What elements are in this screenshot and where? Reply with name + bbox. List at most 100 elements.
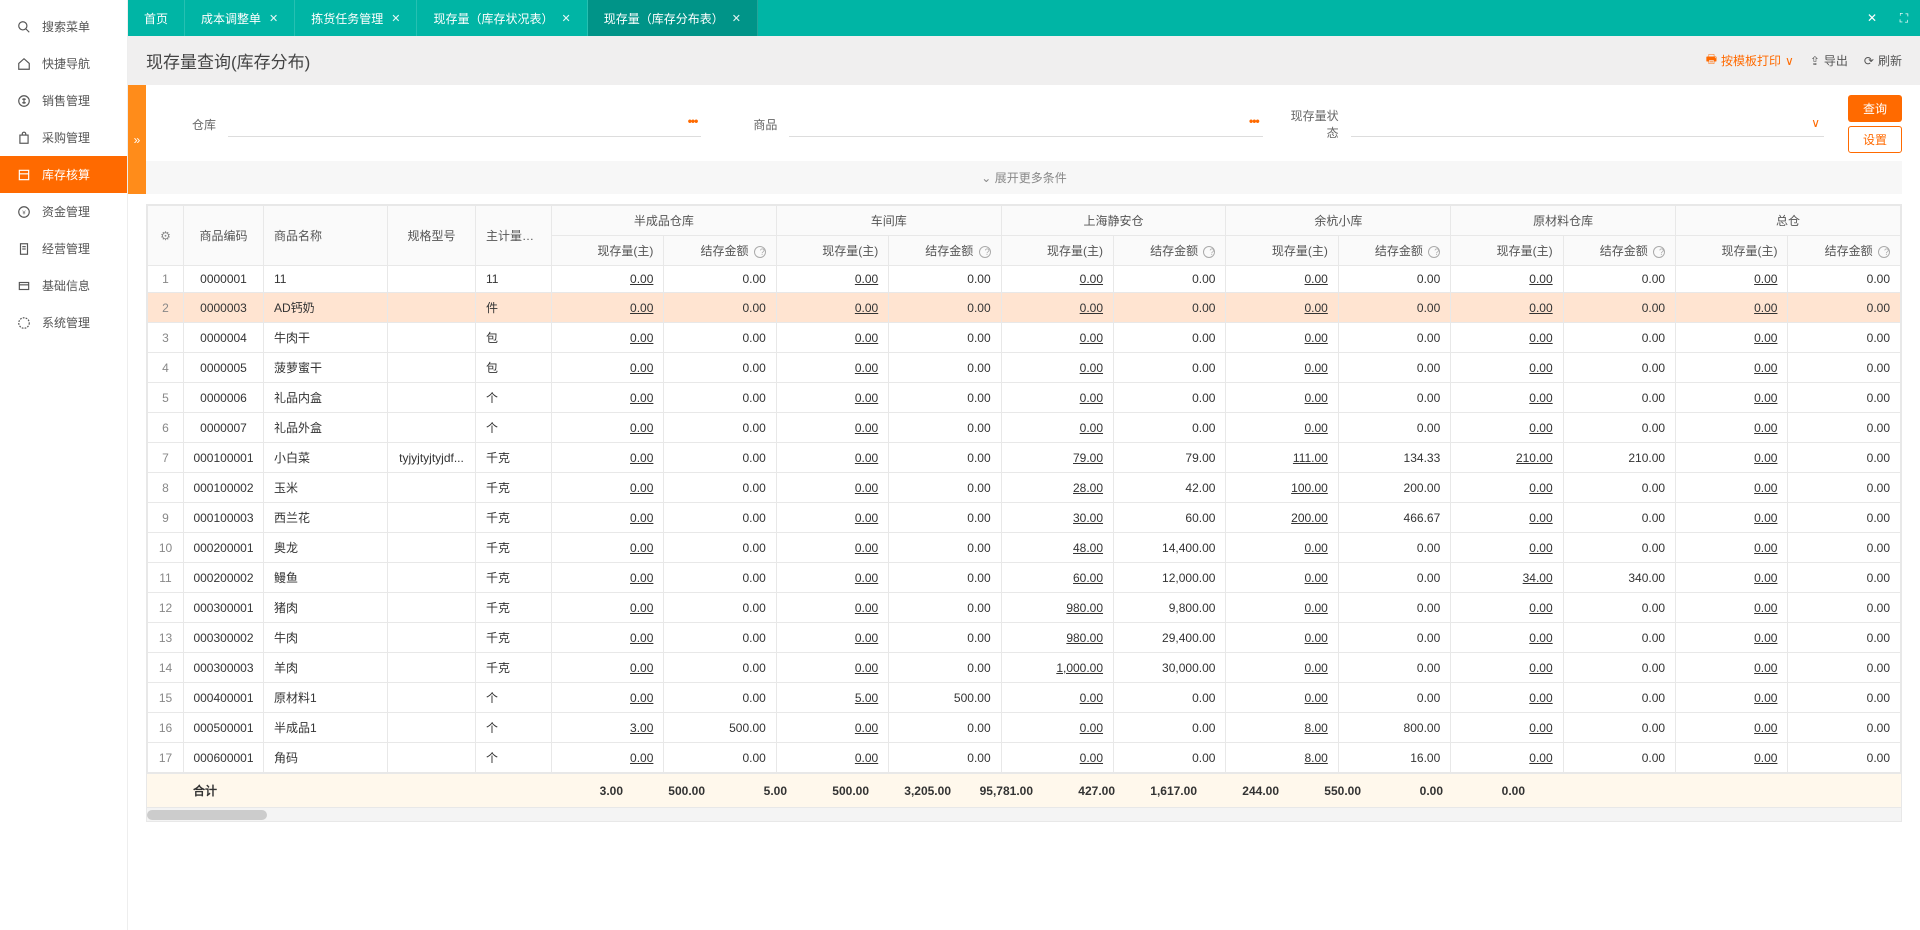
table-row[interactable]: 40000005菠萝蜜干包0.000.000.000.000.000.000.0… [148,353,1901,383]
cell-val[interactable]: 0.00 [776,323,888,353]
cell-val[interactable]: 0.00 [1226,383,1338,413]
cell-val[interactable]: 0.00 [1001,323,1113,353]
table-row[interactable]: 30000004牛肉干包0.000.000.000.000.000.000.00… [148,323,1901,353]
sidebar-item-0[interactable]: 搜索菜单 [0,8,127,45]
cell-val[interactable]: 0.00 [552,533,664,563]
cell-val[interactable]: 0.00 [1226,533,1338,563]
table-row[interactable]: 16000500001半成品1个3.00500.000.000.000.000.… [148,713,1901,743]
query-button[interactable]: 查询 [1848,95,1902,122]
close-icon[interactable]: ✕ [269,12,278,25]
table-row[interactable]: 12000300001猪肉千克0.000.000.000.00980.009,8… [148,593,1901,623]
cell-val[interactable]: 0.00 [1676,563,1788,593]
table-row[interactable]: 8000100002玉米千克0.000.000.000.0028.0042.00… [148,473,1901,503]
cell-val[interactable]: 0.00 [776,353,888,383]
cell-val[interactable]: 0.00 [776,533,888,563]
tab-4[interactable]: 现存量（库存分布表）✕ [588,0,758,36]
cell-val[interactable]: 0.00 [776,266,888,293]
cell-val[interactable]: 0.00 [1676,293,1788,323]
help-icon[interactable]: ? [754,246,766,258]
cell-val[interactable]: 0.00 [1451,293,1563,323]
cell-val[interactable]: 0.00 [1451,353,1563,383]
cell-val[interactable]: 0.00 [552,383,664,413]
table-row[interactable]: 50000006礼品内盒个0.000.000.000.000.000.000.0… [148,383,1901,413]
table-row[interactable]: 14000300003羊肉千克0.000.000.000.001,000.003… [148,653,1901,683]
cell-val[interactable]: 8.00 [1226,713,1338,743]
cell-val[interactable]: 0.00 [1451,383,1563,413]
cell-val[interactable]: 0.00 [1226,266,1338,293]
sidebar-item-2[interactable]: 销售管理 [0,82,127,119]
cell-val[interactable]: 0.00 [776,473,888,503]
cell-val[interactable]: 3.00 [552,713,664,743]
refresh-button[interactable]: ⟳ 刷新 [1864,52,1902,69]
cell-val[interactable]: 0.00 [1001,383,1113,413]
sidebar-item-7[interactable]: 基础信息 [0,267,127,304]
cell-val[interactable]: 0.00 [552,323,664,353]
help-icon[interactable]: ? [1878,246,1890,258]
cell-val[interactable]: 0.00 [776,713,888,743]
cell-val[interactable]: 0.00 [1451,413,1563,443]
tab-2[interactable]: 拣货任务管理✕ [295,0,417,36]
cell-val[interactable]: 100.00 [1226,473,1338,503]
cell-val[interactable]: 0.00 [776,503,888,533]
cell-val[interactable]: 0.00 [1676,653,1788,683]
table-row[interactable]: 7000100001小白菜tyjyjtyjtyjdf...千克0.000.000… [148,443,1901,473]
cell-val[interactable]: 0.00 [776,653,888,683]
cell-val[interactable]: 0.00 [1226,563,1338,593]
cell-val[interactable]: 0.00 [776,593,888,623]
cell-val[interactable]: 0.00 [1001,683,1113,713]
cell-val[interactable]: 0.00 [1676,353,1788,383]
cell-val[interactable]: 0.00 [1451,533,1563,563]
cell-val[interactable]: 0.00 [776,383,888,413]
cell-val[interactable]: 0.00 [1676,623,1788,653]
cell-val[interactable]: 0.00 [1226,653,1338,683]
cell-val[interactable]: 0.00 [1451,503,1563,533]
cell-val[interactable]: 210.00 [1451,443,1563,473]
cell-val[interactable]: 0.00 [776,413,888,443]
export-button[interactable]: ⇪ 导出 [1810,52,1848,69]
table-row[interactable]: 11000200002鳗鱼千克0.000.000.000.0060.0012,0… [148,563,1901,593]
cell-val[interactable]: 0.00 [1676,413,1788,443]
col-gear[interactable]: ⚙ [148,206,184,266]
cell-val[interactable]: 0.00 [1001,413,1113,443]
cell-val[interactable]: 200.00 [1226,503,1338,533]
cell-val[interactable]: 0.00 [1451,743,1563,773]
cell-val[interactable]: 0.00 [552,443,664,473]
help-icon[interactable]: ? [1203,246,1215,258]
tab-1[interactable]: 成本调整单✕ [185,0,295,36]
cell-val[interactable]: 0.00 [552,473,664,503]
table-row[interactable]: 10000200001奥龙千克0.000.000.000.0048.0014,4… [148,533,1901,563]
cell-val[interactable]: 0.00 [1451,266,1563,293]
cell-val[interactable]: 0.00 [1676,503,1788,533]
status-select[interactable]: ∨ [1351,111,1824,137]
tab-0[interactable]: 首页 [128,0,185,36]
cell-val[interactable]: 0.00 [1676,743,1788,773]
cell-val[interactable]: 34.00 [1451,563,1563,593]
close-icon[interactable]: ✕ [391,12,400,25]
cell-val[interactable]: 0.00 [1676,266,1788,293]
cell-val[interactable]: 30.00 [1001,503,1113,533]
settings-button[interactable]: 设置 [1848,126,1902,153]
cell-val[interactable]: 0.00 [776,293,888,323]
cell-val[interactable]: 0.00 [776,623,888,653]
cell-val[interactable]: 111.00 [1226,443,1338,473]
cell-val[interactable]: 0.00 [552,353,664,383]
warehouse-input[interactable]: ••• [228,111,701,137]
cell-val[interactable]: 0.00 [552,293,664,323]
cell-val[interactable]: 0.00 [776,743,888,773]
cell-val[interactable]: 980.00 [1001,623,1113,653]
table-row[interactable]: 20000003AD钙奶件0.000.000.000.000.000.000.0… [148,293,1901,323]
cell-val[interactable]: 0.00 [1451,653,1563,683]
sidebar-item-6[interactable]: 经营管理 [0,230,127,267]
cell-val[interactable]: 980.00 [1001,593,1113,623]
cell-val[interactable]: 0.00 [1226,353,1338,383]
cell-val[interactable]: 0.00 [1226,413,1338,443]
cell-val[interactable]: 0.00 [552,266,664,293]
help-icon[interactable]: ? [1428,246,1440,258]
cell-val[interactable]: 0.00 [552,623,664,653]
cell-val[interactable]: 0.00 [1226,293,1338,323]
expand-filters-button[interactable]: ⌄ 展开更多条件 [146,161,1902,194]
table-row[interactable]: 15000400001原材料1个0.000.005.00500.000.000.… [148,683,1901,713]
help-icon[interactable]: ? [1653,246,1665,258]
table-row[interactable]: 9000100003西兰花千克0.000.000.000.0030.0060.0… [148,503,1901,533]
cell-val[interactable]: 0.00 [776,563,888,593]
